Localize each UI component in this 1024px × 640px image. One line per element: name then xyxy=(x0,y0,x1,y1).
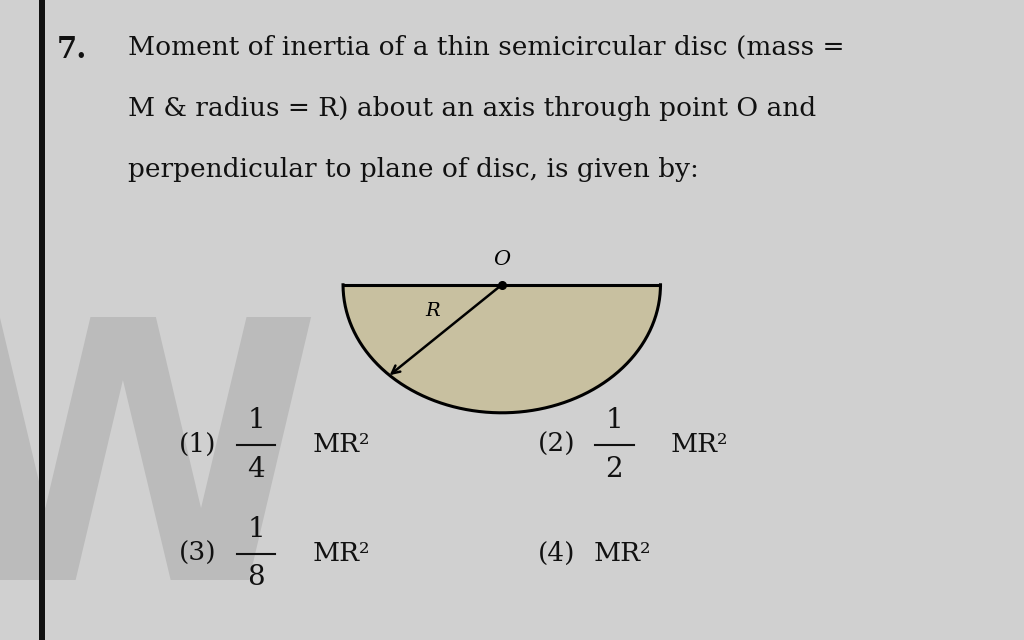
Text: MR²: MR² xyxy=(312,541,370,566)
Text: (3): (3) xyxy=(179,541,217,566)
Text: MR²: MR² xyxy=(671,432,728,458)
Text: 7.: 7. xyxy=(56,35,87,64)
Text: Moment of inertia of a thin semicircular disc (mass =: Moment of inertia of a thin semicircular… xyxy=(128,35,845,60)
Text: MR²: MR² xyxy=(312,432,370,458)
Polygon shape xyxy=(343,285,660,413)
Text: M & radius = R) about an axis through point O and: M & radius = R) about an axis through po… xyxy=(128,96,816,121)
Text: 1: 1 xyxy=(247,407,265,434)
Text: O: O xyxy=(494,250,510,269)
Text: 4: 4 xyxy=(247,456,265,483)
Text: 2: 2 xyxy=(605,456,624,483)
Text: (2): (2) xyxy=(538,432,575,458)
Text: 8: 8 xyxy=(247,564,265,591)
Text: W: W xyxy=(0,305,323,640)
Text: R: R xyxy=(425,302,439,320)
Text: 1: 1 xyxy=(605,407,624,434)
Text: 1: 1 xyxy=(247,516,265,543)
Text: (4): (4) xyxy=(538,541,575,566)
Text: perpendicular to plane of disc, is given by:: perpendicular to plane of disc, is given… xyxy=(128,157,698,182)
Text: (1): (1) xyxy=(179,432,217,458)
Text: MR²: MR² xyxy=(594,541,651,566)
Bar xyxy=(39,0,45,640)
